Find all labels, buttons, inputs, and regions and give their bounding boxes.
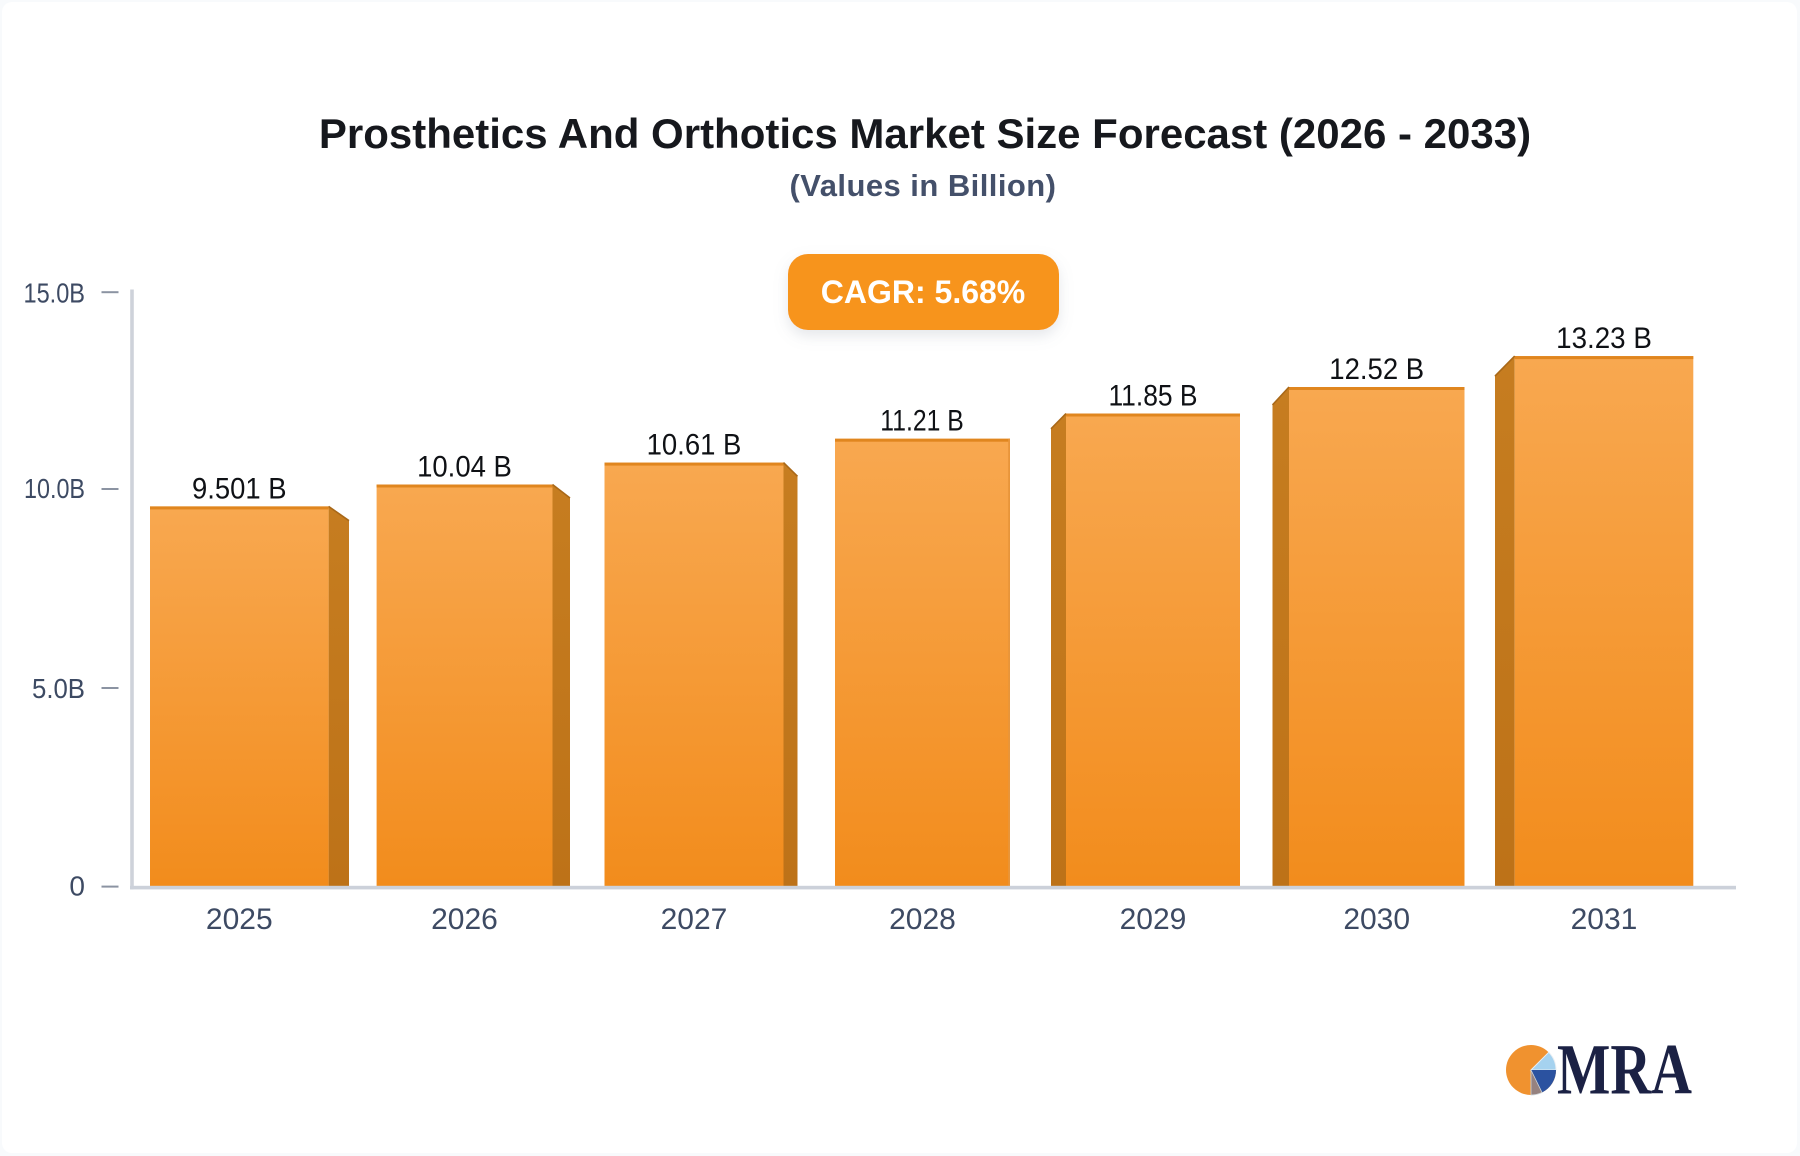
svg-text:(Values in Billion): (Values in Billion) — [790, 168, 1057, 203]
svg-text:11.21 B: 11.21 B — [880, 405, 963, 438]
svg-text:12.52 B: 12.52 B — [1329, 353, 1424, 386]
svg-text:13.23 B: 13.23 B — [1556, 322, 1652, 355]
svg-text:2028: 2028 — [889, 903, 956, 936]
svg-text:2025: 2025 — [206, 903, 273, 936]
svg-text:0: 0 — [69, 870, 85, 901]
svg-text:10.0B: 10.0B — [24, 473, 85, 504]
svg-text:11.85 B: 11.85 B — [1108, 380, 1197, 413]
svg-text:5.0B: 5.0B — [32, 673, 85, 704]
svg-text:2027: 2027 — [661, 903, 728, 936]
svg-text:MRA: MRA — [1557, 1030, 1692, 1110]
svg-text:2030: 2030 — [1343, 903, 1410, 936]
svg-text:9.501 B: 9.501 B — [192, 472, 287, 505]
svg-text:10.04 B: 10.04 B — [417, 451, 512, 484]
svg-text:2029: 2029 — [1120, 903, 1187, 936]
svg-text:CAGR: 5.68%: CAGR: 5.68% — [821, 274, 1026, 310]
svg-text:15.0B: 15.0B — [24, 277, 86, 308]
svg-text:Prosthetics And Orthotics Mark: Prosthetics And Orthotics Market Size Fo… — [319, 110, 1531, 157]
svg-text:2026: 2026 — [431, 903, 498, 936]
svg-text:10.61 B: 10.61 B — [647, 429, 742, 462]
svg-text:2031: 2031 — [1571, 903, 1638, 936]
